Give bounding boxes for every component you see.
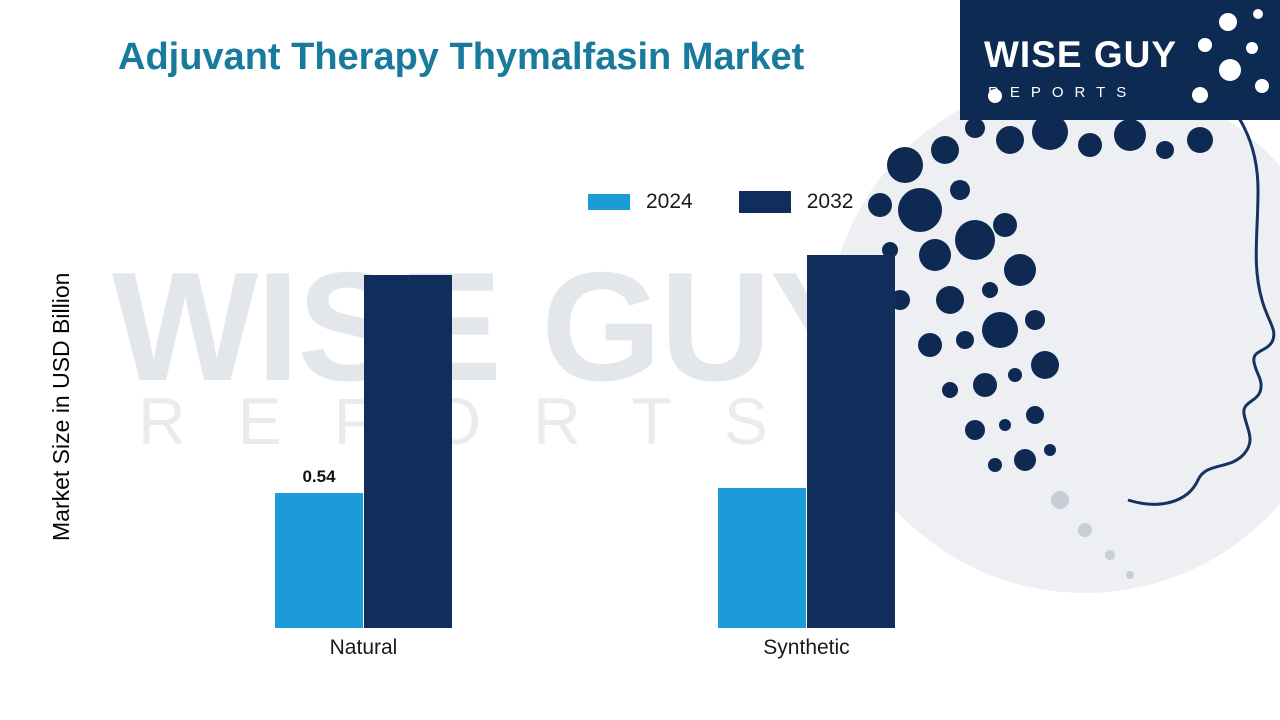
- category-label-synthetic: Synthetic: [763, 636, 850, 659]
- bar-group-natural: 0.54 Natural: [275, 275, 452, 659]
- legend-swatch-2024: [588, 194, 630, 210]
- legend-label-2024: 2024: [646, 190, 693, 213]
- legend-item-2024: 2024: [588, 190, 693, 214]
- bar-2032-natural: [364, 275, 452, 628]
- chart-legend: 2024 2032: [588, 190, 853, 214]
- wiseguy-logo-text: WISE GUY: [984, 34, 1178, 75]
- watermark-wiseguy-text: WISE GUY: [112, 240, 873, 413]
- category-label-natural: Natural: [329, 636, 398, 659]
- watermark-reports-text: REPORTS: [138, 384, 820, 458]
- bar-2024-synthetic: [718, 488, 806, 628]
- bar-group-synthetic: Synthetic: [718, 255, 895, 659]
- bar-2032-synthetic: [807, 255, 895, 628]
- page-title: Adjuvant Therapy Thymalfasin Market: [118, 36, 805, 78]
- legend-swatch-2032: [738, 191, 791, 213]
- bar-value-label: 0.54: [302, 467, 336, 486]
- bar-2024-natural: 0.54: [275, 467, 363, 628]
